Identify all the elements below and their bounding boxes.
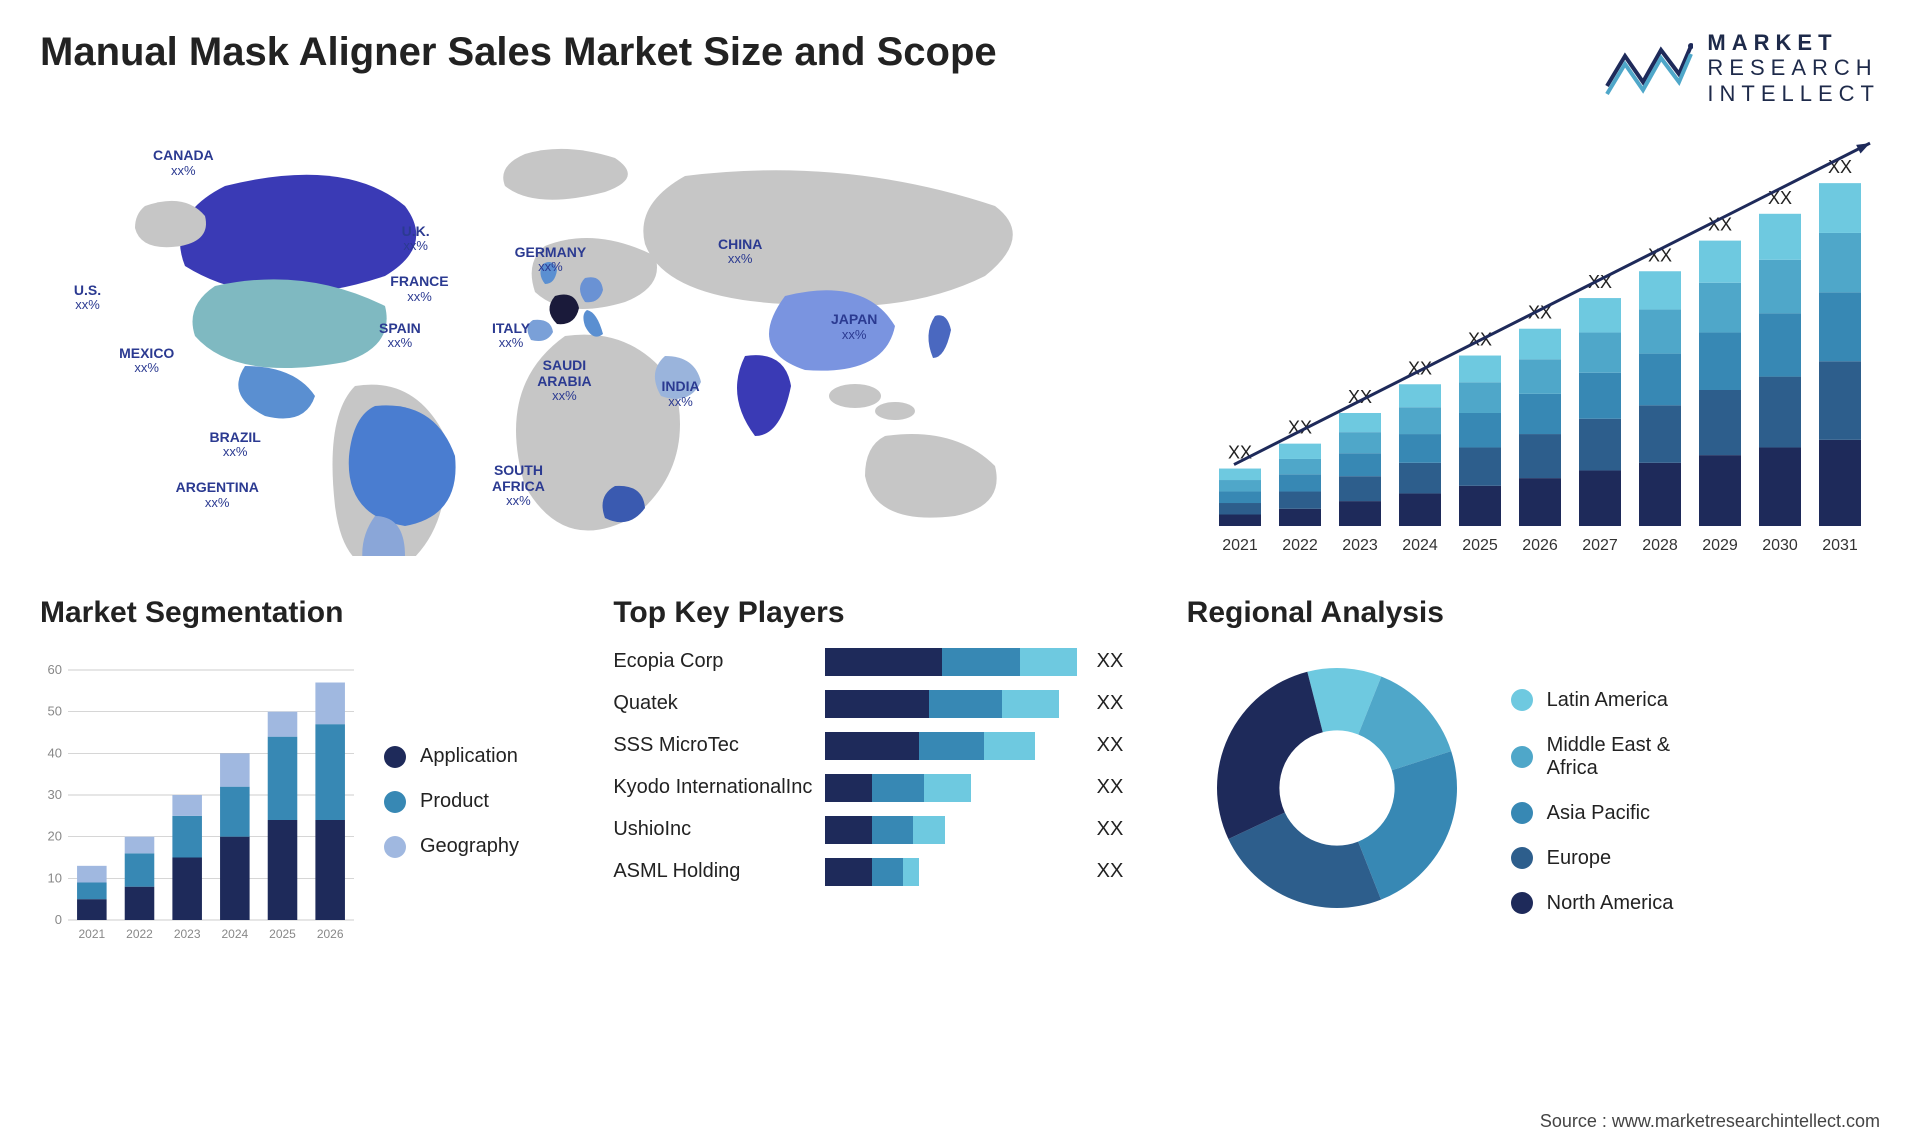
player-value: XX (1097, 734, 1147, 757)
svg-text:2022: 2022 (126, 927, 153, 941)
svg-text:60: 60 (48, 662, 62, 677)
svg-text:30: 30 (48, 787, 62, 802)
regional-title: Regional Analysis (1187, 596, 1880, 630)
player-bar (825, 690, 1084, 718)
map-label: ITALYxx% (492, 321, 530, 351)
player-name: SSS MicroTec (613, 734, 813, 757)
legend-item: Latin America (1511, 689, 1674, 712)
legend-item: Product (384, 790, 519, 813)
map-label: U.K.xx% (402, 224, 430, 254)
svg-text:2024: 2024 (221, 927, 248, 941)
svg-text:2025: 2025 (1462, 537, 1498, 554)
map-label: GERMANYxx% (515, 245, 587, 275)
player-bar (825, 648, 1084, 676)
svg-text:2026: 2026 (1522, 537, 1558, 554)
player-name: Kyodo InternationalInc (613, 776, 813, 799)
svg-text:40: 40 (48, 745, 62, 760)
svg-text:2022: 2022 (1282, 537, 1318, 554)
svg-text:2030: 2030 (1762, 537, 1798, 554)
svg-text:2021: 2021 (1222, 537, 1258, 554)
map-label: CANADAxx% (153, 148, 214, 178)
svg-text:XX: XX (1768, 188, 1792, 208)
player-row: Quatek XX (613, 690, 1146, 718)
svg-text:2025: 2025 (269, 927, 296, 941)
world-map-panel: CANADAxx% U.S.xx% MEXICOxx% BRAZILxx% ARGENT… (40, 136, 1170, 556)
svg-text:XX: XX (1828, 157, 1852, 177)
page-title: Manual Mask Aligner Sales Market Size an… (40, 30, 997, 75)
players-title: Top Key Players (613, 596, 1146, 630)
svg-text:20: 20 (48, 829, 62, 844)
players-panel: Top Key Players Ecopia CorpXXQuatekXXSSS… (613, 596, 1146, 956)
segmentation-panel: Market Segmentation 0 10 20 30 40 50 60 2021 202… (40, 596, 573, 956)
map-label: CHINAxx% (718, 237, 762, 267)
player-row: ASML Holding XX (613, 858, 1146, 886)
regional-donut (1197, 648, 1477, 928)
player-bar (825, 774, 1084, 802)
source-attribution: Source : www.marketresearchintellect.com (1540, 1111, 1880, 1132)
map-label: INDIAxx% (662, 379, 700, 409)
player-row: UshioInc XX (613, 816, 1146, 844)
segmentation-legend: Application Product Geography (384, 648, 519, 956)
player-name: UshioInc (613, 818, 813, 841)
player-value: XX (1097, 818, 1147, 841)
player-bar (825, 732, 1084, 760)
player-value: XX (1097, 776, 1147, 799)
segmentation-chart: 0 10 20 30 40 50 60 2021 2022 2023 2024 2025 2026 (40, 648, 360, 956)
legend-item: Middle East &Africa (1511, 734, 1674, 780)
player-bar (825, 816, 1084, 844)
map-label: U.S.xx% (74, 283, 101, 313)
player-name: ASML Holding (613, 860, 813, 883)
logo-icon (1603, 36, 1693, 100)
logo-line-1: MARKET (1707, 30, 1880, 55)
main-bar-chart: XX2021XX2022XX2023XX2024XX2025XX2026XX20… (1200, 136, 1880, 556)
player-row: SSS MicroTec XX (613, 732, 1146, 760)
logo-line-2: RESEARCH (1707, 55, 1880, 80)
map-label: BRAZILxx% (210, 430, 261, 460)
svg-text:2024: 2024 (1402, 537, 1438, 554)
player-row: Ecopia Corp XX (613, 648, 1146, 676)
segmentation-title: Market Segmentation (40, 596, 573, 630)
player-bar (825, 858, 1084, 886)
legend-item: Geography (384, 835, 519, 858)
logo-line-3: INTELLECT (1707, 81, 1880, 106)
svg-text:2028: 2028 (1642, 537, 1678, 554)
legend-item: Europe (1511, 847, 1674, 870)
svg-text:2031: 2031 (1822, 537, 1858, 554)
svg-text:50: 50 (48, 704, 62, 719)
svg-text:10: 10 (48, 870, 62, 885)
map-label: ARGENTINAxx% (176, 480, 259, 510)
player-row: Kyodo InternationalInc XX (613, 774, 1146, 802)
svg-text:2029: 2029 (1702, 537, 1738, 554)
map-label: MEXICOxx% (119, 346, 174, 376)
legend-item: Application (384, 745, 519, 768)
player-name: Quatek (613, 692, 813, 715)
map-label: JAPANxx% (831, 312, 877, 342)
svg-text:2026: 2026 (317, 927, 344, 941)
map-label: FRANCExx% (390, 274, 448, 304)
map-label: SAUDIARABIAxx% (537, 358, 591, 403)
legend-item: North America (1511, 892, 1674, 915)
regional-legend: Latin America Middle East &Africa Asia Pac… (1511, 648, 1674, 956)
regional-panel: Regional Analysis Latin America Middle Ea… (1187, 596, 1880, 956)
brand-logo: MARKET RESEARCH INTELLECT (1603, 30, 1880, 106)
player-name: Ecopia Corp (613, 650, 813, 673)
legend-item: Asia Pacific (1511, 802, 1674, 825)
player-value: XX (1097, 860, 1147, 883)
map-label: SPAINxx% (379, 321, 421, 351)
svg-text:2021: 2021 (78, 927, 105, 941)
svg-text:2023: 2023 (1342, 537, 1378, 554)
player-value: XX (1097, 650, 1147, 673)
map-label: SOUTHAFRICAxx% (492, 463, 545, 508)
player-value: XX (1097, 692, 1147, 715)
svg-text:XX: XX (1228, 442, 1252, 462)
svg-text:2023: 2023 (174, 927, 201, 941)
svg-text:0: 0 (55, 912, 62, 927)
svg-text:2027: 2027 (1582, 537, 1618, 554)
players-list: Ecopia CorpXXQuatekXXSSS MicroTecXXKyodo… (613, 648, 1146, 956)
